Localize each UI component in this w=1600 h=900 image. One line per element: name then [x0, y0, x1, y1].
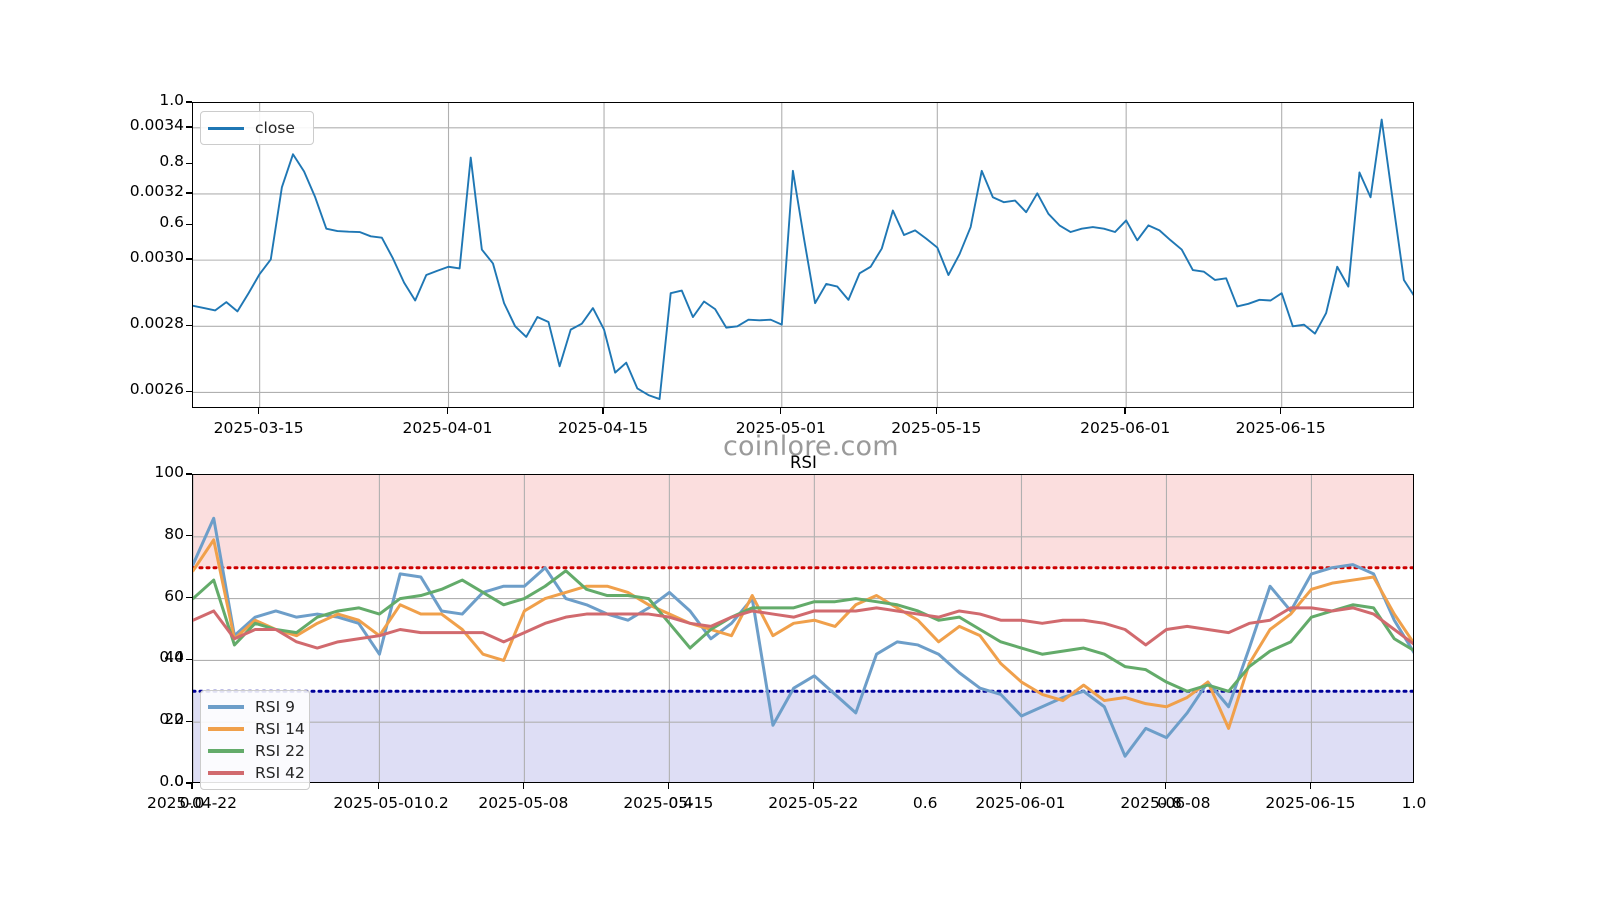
rsi-panel-title: RSI [790, 453, 817, 472]
price-y-tick-0.0034: 0.0034 [129, 115, 184, 134]
rsi-x-tick-2025-04-22: 2025-04-22 [146, 794, 238, 812]
price-x-tick-2025-03-15: 2025-03-15 [213, 419, 304, 437]
price-x-tickmark [446, 408, 449, 414]
rsi-secondary-y-tickmark [186, 720, 192, 722]
price-x-tickmark [935, 408, 937, 414]
watermark: coinlore.com [723, 431, 899, 462]
rsi-x-tickmark [377, 783, 380, 789]
price-y-tickmark [186, 192, 192, 194]
price-secondary-y-tickmark [186, 162, 192, 164]
price-x-tickmark [1124, 408, 1126, 414]
price-plot-area [193, 103, 1413, 407]
rsi-x-tick-2025-06-08: 2025-06-08 [1120, 794, 1211, 812]
rsi-y-tickmark [186, 535, 192, 537]
rsi-legend-item[interactable]: RSI 14 [208, 718, 305, 740]
legend-line-swatch-icon [208, 705, 244, 709]
price-chart-panel [192, 102, 1414, 408]
rsi-y-tick-100: 100 [154, 463, 184, 481]
rsi-y-tick-0: 0 [174, 772, 184, 790]
price-y-tickmark [186, 390, 192, 393]
price-close-line [193, 118, 1413, 401]
rsi-secondary-x-tick-1.0: 1.0 [1401, 794, 1427, 812]
rsi-x-tick-2025-05-01: 2025-05-01 [333, 794, 424, 812]
rsi-legend: RSI 9 RSI 14 RSI 22 RSI 42 [200, 690, 310, 790]
price-x-tickmark [780, 408, 782, 414]
price-secondary-y-tick-0.6: 0.6 [159, 213, 184, 232]
price-x-tickmark [602, 408, 604, 414]
price-y-tick-0.0030: 0.0030 [129, 248, 184, 267]
rsi-secondary-x-tick-0.0: 0.0 [179, 794, 205, 812]
rsi-plot-area [193, 475, 1413, 782]
rsi-secondary-x-tick-0.8: 0.8 [1157, 794, 1182, 812]
price-x-tick-2025-06-01: 2025-06-01 [1080, 419, 1171, 437]
legend-line-swatch-icon [208, 126, 244, 130]
oversold-band [193, 691, 1413, 782]
rsi-legend-item[interactable]: RSI 42 [208, 762, 305, 784]
rsi-y-tickmark [186, 596, 192, 599]
price-x-tick-2025-06-15: 2025-06-15 [1235, 419, 1326, 437]
rsi-secondary-x-tick-0.2: 0.2 [424, 794, 449, 812]
rsi-line-rsi-22 [193, 569, 1413, 693]
rsi-line-rsi-42 [193, 606, 1413, 650]
price-x-tick-2025-05-15: 2025-05-15 [891, 419, 982, 437]
rsi-x-tickmark [1019, 783, 1022, 789]
rsi-x-tick-2025-06-01: 2025-06-01 [975, 794, 1066, 812]
price-x-tick-2025-04-01: 2025-04-01 [402, 419, 493, 437]
price-y-tick-0.0032: 0.0032 [129, 181, 184, 200]
rsi-secondary-x-tick-0.4: 0.4 [668, 794, 694, 812]
price-x-tickmark [257, 408, 260, 414]
rsi-legend-item[interactable]: RSI 9 [208, 696, 300, 718]
price-y-tickmark [186, 258, 192, 260]
rsi-x-tickmark [667, 783, 670, 789]
rsi-legend-label: RSI 42 [255, 764, 305, 782]
price-y-tick-0.0026: 0.0026 [129, 380, 184, 399]
legend-line-swatch-icon [208, 749, 244, 753]
rsi-chart-panel [192, 474, 1414, 783]
rsi-y-tickmark [186, 473, 192, 475]
rsi-secondary-y-tick-0.0: 0.0 [159, 772, 184, 790]
rsi-secondary-y-tickmark [186, 658, 192, 661]
rsi-legend-label: RSI 14 [255, 720, 305, 738]
price-secondary-y-tick-1.0: 1.0 [159, 91, 184, 109]
rsi-secondary-y-tick-0.4: 0.4 [159, 648, 184, 667]
price-y-tickmark [186, 324, 192, 326]
rsi-x-tick-2025-05-08: 2025-05-08 [478, 794, 569, 812]
legend-line-swatch-icon [208, 771, 244, 775]
rsi-secondary-x-tick-0.6: 0.6 [912, 794, 938, 812]
price-secondary-y-tickmark [186, 223, 192, 226]
price-secondary-y-tick-0.8: 0.8 [159, 152, 184, 171]
rsi-y-tick-60: 60 [164, 586, 184, 605]
rsi-x-tickmark [522, 783, 525, 789]
price-x-tick-2025-04-15: 2025-04-15 [557, 419, 649, 437]
rsi-y-tick-40: 40 [164, 648, 184, 667]
rsi-secondary-y-tickmark [186, 782, 192, 784]
rsi-legend-label: RSI 22 [255, 742, 305, 760]
price-secondary-y-tickmark [186, 101, 192, 103]
rsi-legend-label: RSI 9 [255, 698, 295, 716]
price-legend-item[interactable]: close [208, 117, 304, 139]
rsi-legend-item[interactable]: RSI 22 [208, 740, 305, 762]
rsi-y-tick-20: 20 [164, 710, 184, 729]
rsi-x-tickmark [1309, 783, 1312, 789]
price-x-tickmark [1279, 408, 1282, 414]
rsi-x-tick-2025-05-22: 2025-05-22 [768, 794, 859, 812]
rsi-secondary-y-tick-0.2: 0.2 [159, 710, 184, 729]
rsi-x-tick-2025-05-15: 2025-05-15 [623, 794, 714, 812]
overbought-band [193, 475, 1413, 568]
rsi-x-tick-2025-06-15: 2025-06-15 [1265, 794, 1356, 812]
rsi-x-tickmark [812, 783, 815, 789]
price-legend: close [200, 111, 314, 145]
price-x-tick-2025-05-01: 2025-05-01 [735, 419, 826, 437]
rsi-line-rsi-14 [193, 538, 1413, 730]
rsi-x-tickmark [1164, 783, 1167, 789]
price-legend-label: close [255, 119, 295, 137]
price-y-tick-0.0028: 0.0028 [129, 314, 184, 333]
legend-line-swatch-icon [208, 727, 244, 731]
rsi-x-tickmark [191, 783, 193, 789]
price-y-tickmark [186, 126, 192, 128]
rsi-y-tick-80: 80 [164, 524, 184, 543]
